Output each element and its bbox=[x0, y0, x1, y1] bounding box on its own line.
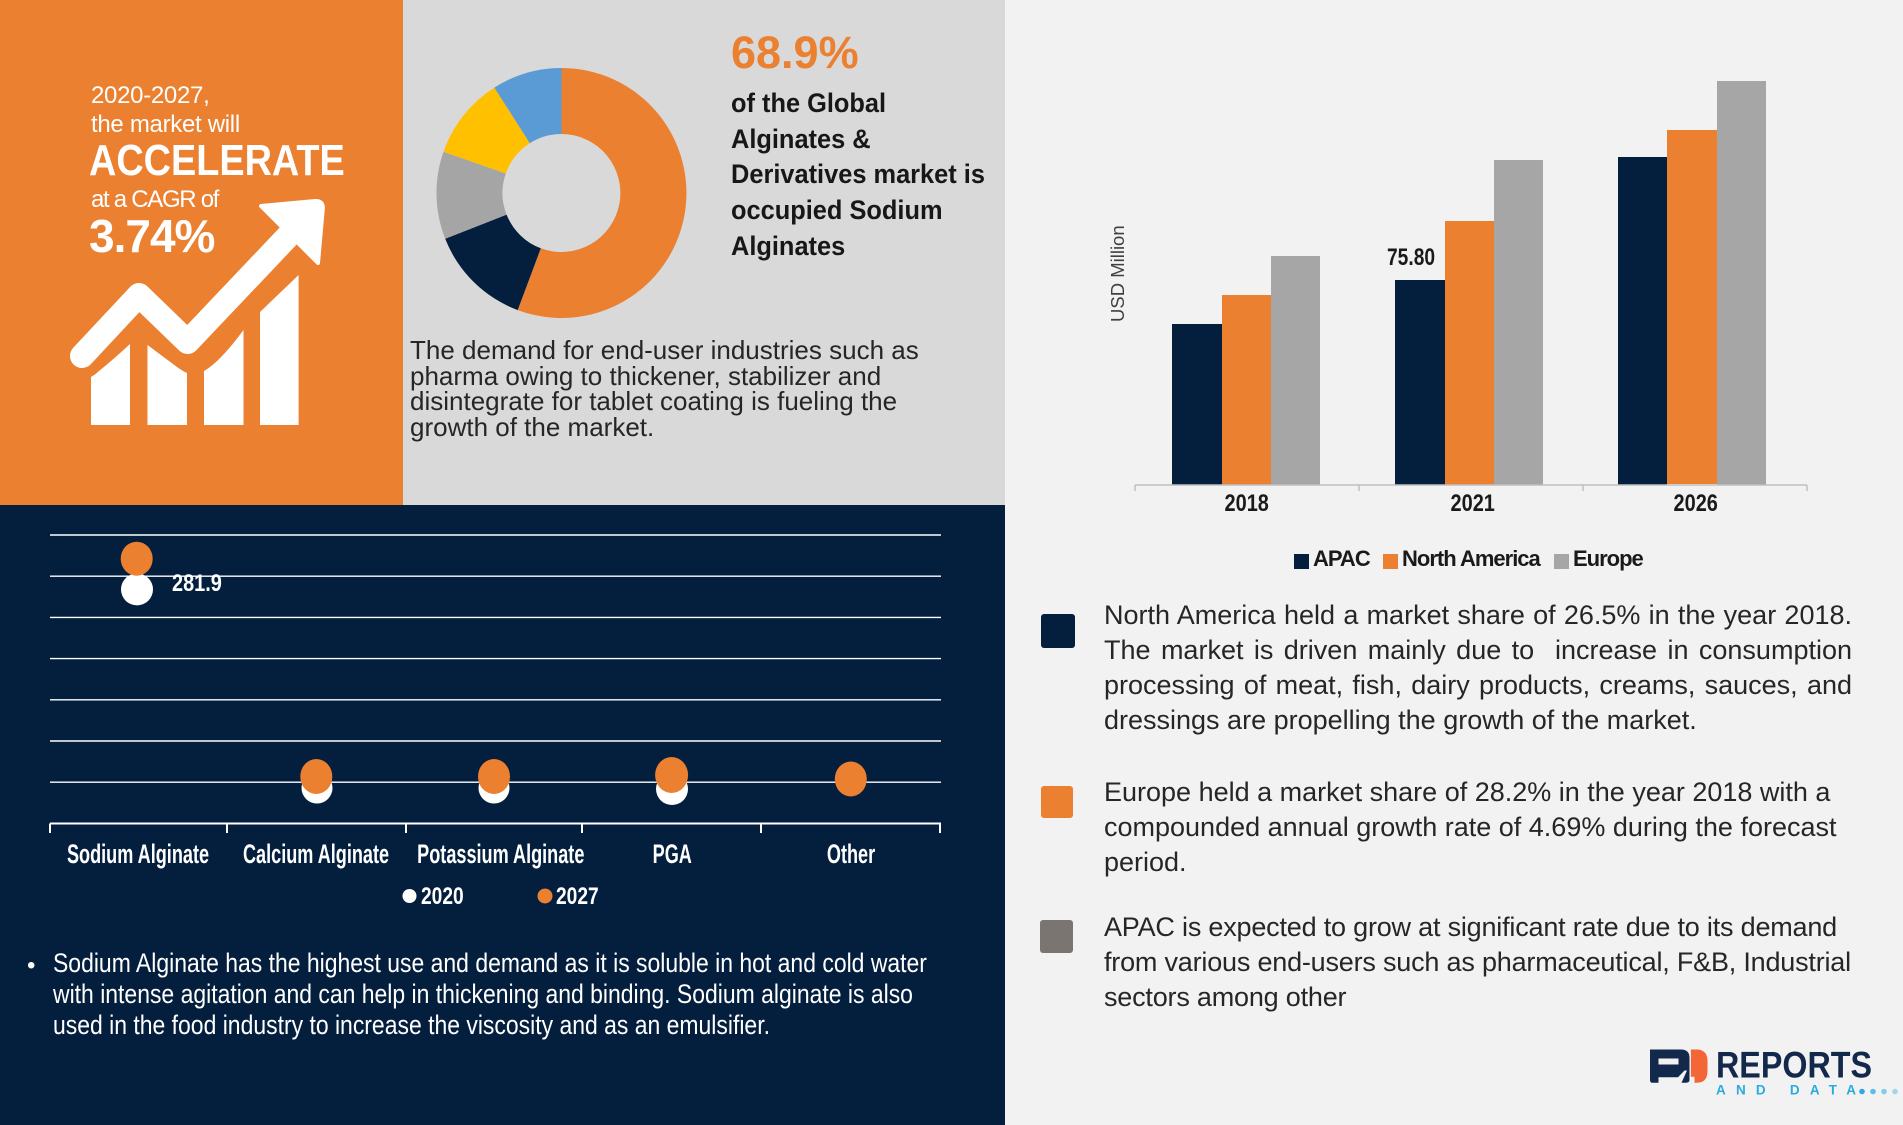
svg-text:REPORTS: REPORTS bbox=[1716, 1045, 1872, 1086]
